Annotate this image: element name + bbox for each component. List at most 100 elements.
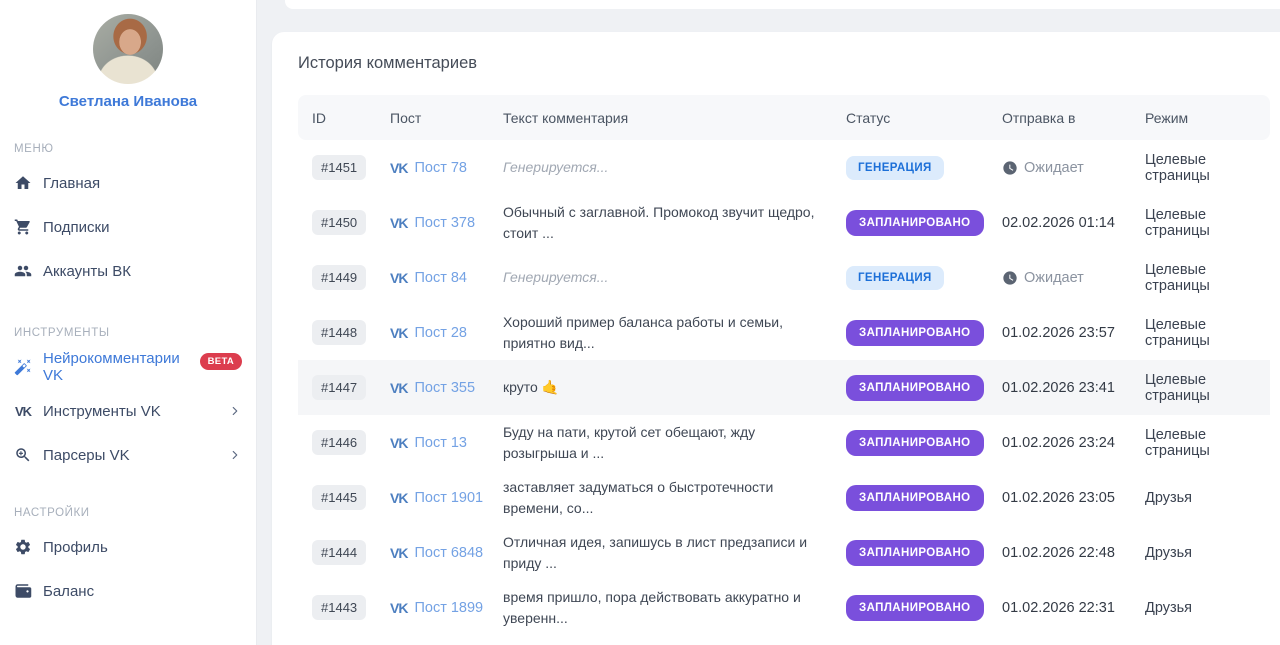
users-icon bbox=[14, 262, 32, 280]
sidebar-item-label: Парсеры VK bbox=[43, 446, 130, 464]
sidebar-section: МЕНЮ Главная Подписки Аккаунты ВК bbox=[0, 129, 256, 293]
comment-text: Буду на пати, крутой сет обещают, жду ро… bbox=[503, 423, 756, 461]
search-plus-icon bbox=[14, 446, 32, 464]
comment-text: круто 🤙 bbox=[503, 379, 560, 395]
table-row[interactable]: #1446 VK Пост 13 Буду на пати, крутой се… bbox=[298, 415, 1270, 470]
sidebar-section: ИНСТРУМЕНТЫ Нейрокомментарии VK BETA VK … bbox=[0, 313, 256, 477]
sidebar-item-label: Баланс bbox=[43, 582, 95, 600]
sidebar-section-label: МЕНЮ bbox=[14, 143, 54, 155]
cart-icon bbox=[14, 218, 32, 236]
status-badge: ЗАПЛАНИРОВАНО bbox=[846, 594, 984, 621]
table-row[interactable]: #1451 VK Пост 78 Генерируется... ГЕНЕРАЦ… bbox=[298, 140, 1270, 195]
user-name[interactable]: Светлана Иванова bbox=[58, 93, 198, 110]
status-badge: ЗАПЛАНИРОВАНО bbox=[846, 319, 984, 346]
send-at-text: 01.02.2026 23:41 bbox=[1002, 379, 1115, 396]
mode-label: Целевые страницы bbox=[1145, 426, 1210, 459]
status-badge: ЗАПЛАНИРОВАНО bbox=[846, 429, 984, 456]
sidebar-item-нейрокомментарии-vk[interactable]: Нейрокомментарии VK BETA bbox=[0, 345, 256, 389]
post-link[interactable]: Пост 84 bbox=[414, 269, 467, 286]
sidebar-item-label: Профиль bbox=[43, 538, 108, 556]
sidebar-nav: МЕНЮ Главная Подписки Аккаунты ВК ИНСТРУ… bbox=[0, 110, 256, 613]
post-link[interactable]: Пост 1901 bbox=[414, 489, 484, 506]
table-row[interactable]: #1443 VK Пост 1899 время пришло, пора де… bbox=[298, 580, 1270, 635]
send-at-text: 01.02.2026 23:57 bbox=[1002, 324, 1115, 341]
sidebar: Светлана Иванова МЕНЮ Главная Подписки А… bbox=[0, 0, 257, 645]
row-id-badge: #1448 bbox=[312, 320, 367, 345]
comment-text: Генерируется... bbox=[503, 159, 609, 175]
comment-text: Отличная идея, запишусь в лист предзапис… bbox=[503, 533, 808, 571]
post-link[interactable]: Пост 378 bbox=[414, 214, 476, 231]
table-row[interactable]: #1447 VK Пост 355 круто 🤙 ЗАПЛАНИРОВАНО … bbox=[298, 360, 1270, 415]
avatar bbox=[93, 14, 163, 84]
chevron-right-icon bbox=[232, 406, 238, 416]
post-link[interactable]: Пост 13 bbox=[414, 434, 467, 451]
sidebar-item-label: Аккаунты ВК bbox=[43, 262, 131, 280]
page-title: История комментариев bbox=[298, 54, 478, 72]
mode-label: Друзья bbox=[1145, 489, 1193, 506]
row-id-badge: #1449 bbox=[312, 265, 367, 290]
mode-label: Целевые страницы bbox=[1145, 371, 1210, 404]
sidebar-item-парсеры-vk[interactable]: Парсеры VK bbox=[0, 433, 256, 477]
vk-icon: VK bbox=[390, 214, 408, 231]
sidebar-item-баланс[interactable]: Баланс bbox=[0, 569, 256, 613]
mode-label: Целевые страницы bbox=[1145, 316, 1210, 349]
mode-label: Целевые страницы bbox=[1145, 206, 1210, 239]
status-badge: ГЕНЕРАЦИЯ bbox=[846, 155, 944, 180]
column-header-mode: Режим bbox=[1145, 109, 1189, 126]
sidebar-item-label: Подписки bbox=[43, 218, 110, 236]
row-id-badge: #1444 bbox=[312, 540, 367, 565]
table-row[interactable]: #1450 VK Пост 378 Обычный с заглавной. П… bbox=[298, 195, 1270, 250]
status-badge: ЗАПЛАНИРОВАНО bbox=[846, 374, 984, 401]
column-header-status: Статус bbox=[846, 109, 891, 126]
send-at-text: 01.02.2026 23:05 bbox=[1002, 489, 1115, 506]
mode-label: Друзья bbox=[1145, 599, 1193, 616]
comment-text: заставляет задуматься о быстротечности в… bbox=[503, 478, 774, 516]
column-header-text: Текст комментария bbox=[503, 109, 629, 126]
sidebar-item-label: Инструменты VK bbox=[43, 402, 161, 420]
table-row[interactable]: #1449 VK Пост 84 Генерируется... ГЕНЕРАЦ… bbox=[298, 250, 1270, 305]
table-row[interactable]: #1445 VK Пост 1901 заставляет задуматься… bbox=[298, 470, 1270, 525]
vk-icon: VK bbox=[390, 599, 408, 616]
mode-label: Целевые страницы bbox=[1145, 261, 1210, 294]
vk-icon: VK bbox=[390, 489, 408, 506]
row-id-badge: #1451 bbox=[312, 155, 367, 180]
send-at-text: 01.02.2026 22:48 bbox=[1002, 544, 1115, 561]
vk-icon: VK bbox=[390, 379, 408, 396]
status-badge: ЗАПЛАНИРОВАНО bbox=[846, 484, 984, 511]
column-header-id: ID bbox=[312, 109, 326, 126]
send-at-text: 01.02.2026 23:24 bbox=[1002, 434, 1115, 451]
clock-icon bbox=[1003, 160, 1017, 175]
clock-icon bbox=[1003, 270, 1017, 285]
sidebar-item-профиль[interactable]: Профиль bbox=[0, 525, 256, 569]
post-link[interactable]: Пост 6848 bbox=[414, 544, 484, 561]
table-row[interactable]: #1448 VK Пост 28 Хороший пример баланса … bbox=[298, 305, 1270, 360]
wallet-icon bbox=[14, 582, 32, 600]
post-link[interactable]: Пост 28 bbox=[414, 324, 467, 341]
status-badge: ЗАПЛАНИРОВАНО bbox=[846, 539, 984, 566]
row-id-badge: #1445 bbox=[312, 485, 367, 510]
column-header-send-at: Отправка в bbox=[1002, 109, 1076, 126]
vk-logo-icon: VK bbox=[14, 403, 32, 419]
post-link[interactable]: Пост 1899 bbox=[414, 599, 484, 616]
sidebar-item-инструменты-vk[interactable]: VK Инструменты VK bbox=[0, 389, 256, 433]
send-at-text: 01.02.2026 22:31 bbox=[1002, 599, 1115, 616]
send-at-text: 02.02.2026 01:14 bbox=[1002, 214, 1115, 231]
post-link[interactable]: Пост 355 bbox=[414, 379, 476, 396]
row-id-badge: #1447 bbox=[312, 375, 367, 400]
sidebar-item-аккаунты-вк[interactable]: Аккаунты ВК bbox=[0, 249, 256, 293]
sidebar-item-главная[interactable]: Главная bbox=[0, 161, 256, 205]
magic-wand-icon bbox=[14, 358, 32, 376]
vk-icon: VK bbox=[390, 544, 408, 561]
status-badge: ГЕНЕРАЦИЯ bbox=[846, 265, 944, 290]
row-id-badge: #1443 bbox=[312, 595, 367, 620]
sidebar-item-подписки[interactable]: Подписки bbox=[0, 205, 256, 249]
main-content: История комментариев ID Пост Текст комме… bbox=[258, 0, 1280, 645]
comment-text: Хороший пример баланса работы и семьи, п… bbox=[503, 313, 783, 351]
status-badge: ЗАПЛАНИРОВАНО bbox=[846, 209, 984, 236]
sidebar-section: НАСТРОЙКИ Профиль Баланс bbox=[0, 493, 256, 613]
sidebar-section-label: ИНСТРУМЕНТЫ bbox=[14, 327, 110, 339]
table-row[interactable]: #1444 VK Пост 6848 Отличная идея, запишу… bbox=[298, 525, 1270, 580]
top-card-edge bbox=[285, 0, 1280, 9]
table-body: #1451 VK Пост 78 Генерируется... ГЕНЕРАЦ… bbox=[298, 140, 1280, 635]
post-link[interactable]: Пост 78 bbox=[414, 159, 467, 176]
